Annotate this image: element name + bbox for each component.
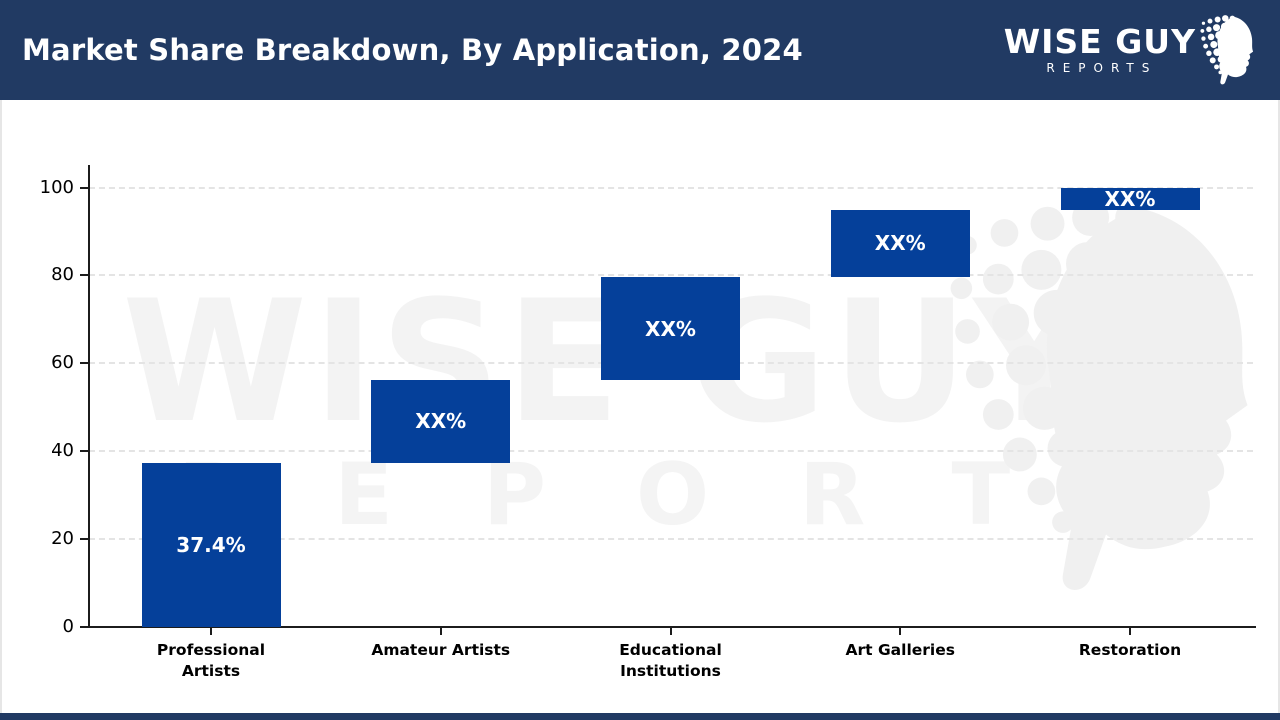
x-tick-amateur-artists [439, 628, 442, 635]
watermark-reports: REPORTS [178, 445, 1253, 545]
bar-art-galleries: XX% [830, 209, 970, 278]
bar-value-label: XX% [1104, 186, 1156, 211]
bar-professional-artists: 37.4% [141, 462, 281, 627]
y-tick-60 [80, 362, 88, 365]
x-category-label-line: Artists [181, 661, 241, 680]
page-title: Market Share Breakdown, By Application, … [22, 33, 803, 67]
y-tick-100 [80, 186, 88, 189]
x-tick-professional-artists [210, 628, 212, 635]
y-tick-label-40: 40 [51, 440, 74, 462]
watermark-dot-face-icon [932, 196, 1280, 596]
logo-wise-guy-label: WISE GUY [1003, 22, 1196, 61]
x-category-label-line: Institutions [620, 661, 721, 680]
dot-face-logo-icon [1198, 12, 1258, 88]
bar-value-label: XX% [415, 409, 467, 434]
y-tick-label-20: 20 [51, 528, 74, 550]
wise-guy-logo: WISE GUY REPORTS [1004, 12, 1258, 88]
x-category-label-restoration: Restoration [1020, 640, 1240, 661]
x-category-label-professional-artists: Professional Artists [101, 640, 321, 682]
x-category-label-line: Professional [156, 641, 266, 659]
y-tick-80 [80, 274, 88, 277]
x-tick-art-galleries [899, 628, 902, 635]
y-tick-label-80: 80 [51, 264, 74, 286]
x-category-label-educational-institutions: Educational Institutions [561, 640, 781, 682]
x-category-label-line: Educational [619, 641, 722, 659]
y-tick-0 [80, 626, 88, 628]
gridline-100 [89, 186, 1253, 189]
bar-educational-institutions: XX% [601, 277, 740, 381]
y-tick-label-60: 60 [51, 352, 74, 374]
x-category-label-line: Amateur Artists [371, 641, 511, 659]
y-tick-label-100: 100 [39, 176, 74, 198]
bar-value-label: XX% [645, 316, 696, 341]
x-category-label-line: Art Galleries [845, 641, 955, 659]
x-tick-restoration [1129, 628, 1131, 635]
y-axis-spine [88, 165, 90, 628]
header: Market Share Breakdown, By Application, … [0, 0, 1280, 100]
x-category-label-art-galleries: Art Galleries [790, 640, 1010, 661]
left-border [0, 0, 2, 720]
x-category-label-amateur-artists: Amateur Artists [331, 640, 551, 661]
bar-value-label: 37.4% [176, 532, 246, 557]
y-tick-40 [80, 450, 88, 453]
gridline-40 [89, 450, 1253, 453]
footer-accent-bar [0, 713, 1280, 720]
y-tick-20 [80, 538, 88, 541]
y-tick-label-0: 0 [62, 616, 74, 637]
bar-value-label: XX% [874, 231, 926, 256]
logo-reports-label: REPORTS [1046, 61, 1158, 75]
bar-restoration: XX% [1060, 187, 1200, 210]
gridline-20 [89, 538, 1253, 541]
x-axis-spine [88, 626, 1256, 628]
logo-text: WISE GUY REPORTS [1004, 25, 1196, 75]
x-category-label-line: Restoration [1078, 641, 1182, 659]
right-border [1278, 0, 1280, 720]
x-tick-educational-institutions [669, 628, 672, 635]
bar-amateur-artists: XX% [371, 380, 511, 463]
gridline-80 [89, 274, 1253, 277]
